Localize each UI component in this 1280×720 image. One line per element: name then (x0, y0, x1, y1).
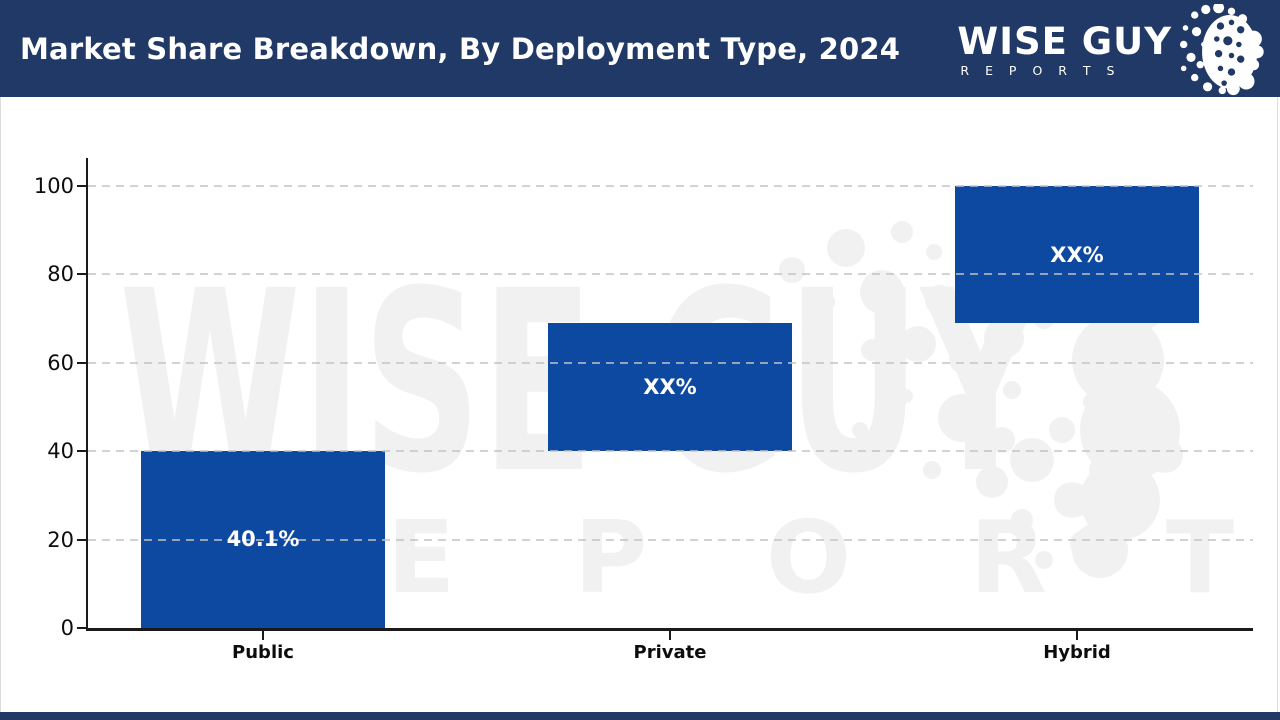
y-axis-tick (77, 450, 86, 453)
gridline-60 (88, 361, 1253, 364)
gridline-80 (88, 273, 1253, 276)
y-axis-tick (77, 538, 86, 541)
logo-text: WISE GUY R E P O R T S (957, 19, 1172, 79)
x-axis-line (86, 628, 1253, 631)
header-bar: Market Share Breakdown, By Deployment Ty… (0, 0, 1280, 97)
y-axis-tick-label: 60 (47, 350, 74, 375)
y-axis-tick-label: 80 (47, 262, 74, 287)
x-axis-category-label: Hybrid (1043, 642, 1111, 663)
y-axis-tick (77, 361, 86, 364)
y-axis-tick-label: 20 (47, 527, 74, 552)
gridline-40 (88, 450, 1253, 453)
y-axis-tick (77, 627, 86, 629)
y-axis-tick-label: 40 (47, 439, 74, 464)
y-axis-tick (77, 273, 86, 276)
bar-value-label: XX% (643, 374, 697, 399)
bar-value-label: XX% (1050, 242, 1104, 267)
y-axis-tick-label: 100 (33, 174, 74, 198)
x-axis-category-label: Public (232, 642, 294, 663)
page-title: Market Share Breakdown, By Deployment Ty… (20, 31, 901, 66)
footer-bar (0, 712, 1280, 720)
x-axis-tick (262, 631, 264, 640)
logo-subtitle: R E P O R T S (960, 63, 1121, 79)
x-axis-tick (669, 631, 671, 640)
bar-value-label: 40.1% (226, 527, 300, 552)
gridline-20 (88, 538, 1253, 541)
bar-hybrid (955, 186, 1199, 324)
dotted-head-logo-icon (1179, 4, 1264, 96)
gridline-100 (88, 185, 1253, 187)
wise-guy-reports-logo: WISE GUY R E P O R T S (957, 4, 1266, 96)
plot-area: 0 20 40 60 80 100 40.1% XX% XX% Public Private Hybr… (34, 158, 1253, 663)
y-axis-tick-label: 0 (60, 616, 74, 640)
y-axis-tick (77, 185, 86, 187)
bar-private (548, 323, 792, 451)
y-axis-line (86, 158, 88, 630)
logo-wordmark: WISE GUY (957, 19, 1172, 63)
x-axis-category-label: Private (633, 642, 707, 663)
x-axis-tick (1076, 631, 1078, 640)
